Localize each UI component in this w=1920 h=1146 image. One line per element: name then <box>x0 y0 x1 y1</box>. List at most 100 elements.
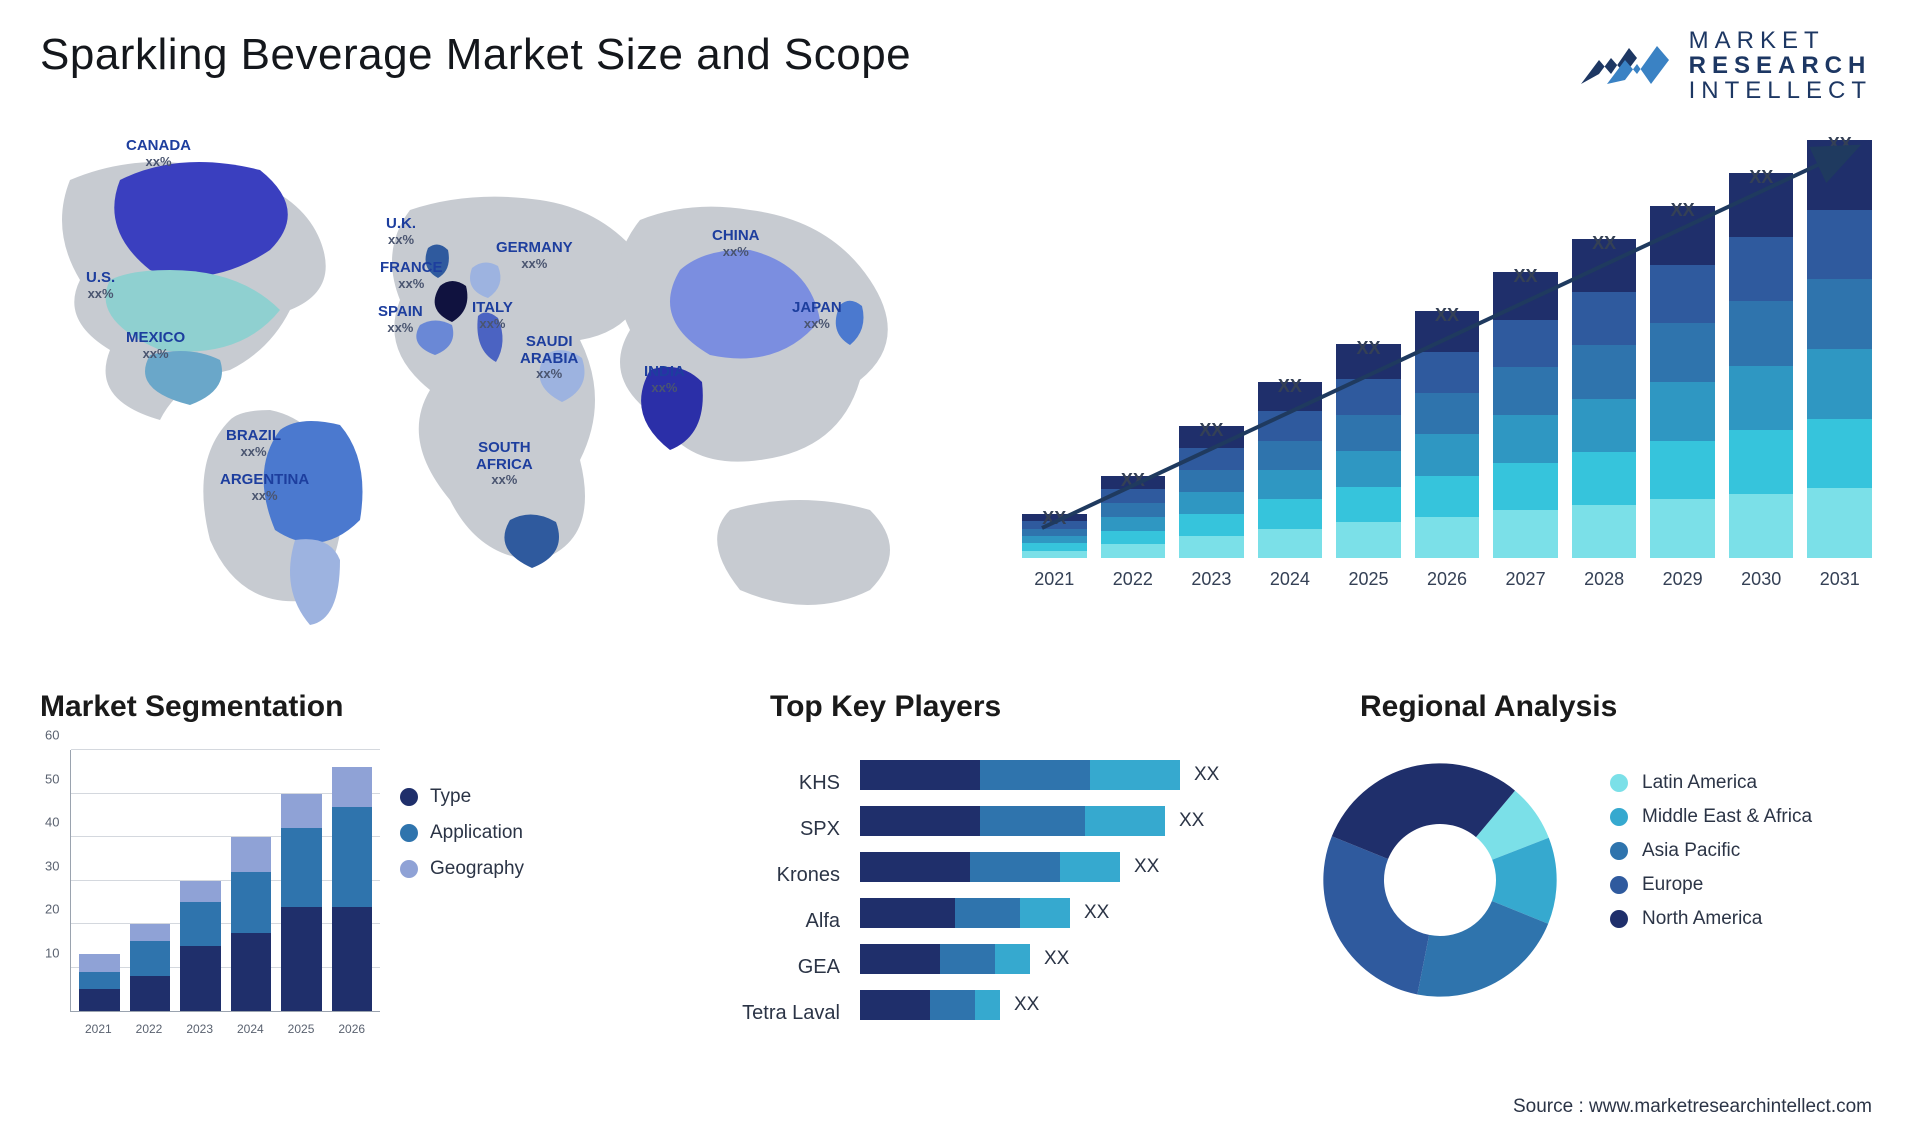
segchart-column <box>332 767 373 1011</box>
kp-name: SPX <box>710 806 840 852</box>
bar-column <box>1807 140 1872 558</box>
kp-value: XX <box>1134 856 1159 878</box>
kp-row: XX <box>860 898 1240 928</box>
kp-row: XX <box>860 944 1240 974</box>
map-label: BRAZILxx% <box>226 428 281 459</box>
map-label: SPAINxx% <box>378 304 423 335</box>
segchart-ytick: 60 <box>45 728 59 743</box>
bar-column <box>1415 311 1480 559</box>
segchart-plot: 102030405060 <box>70 750 380 1012</box>
bar-column <box>1493 272 1558 558</box>
bigchart-year-label: 2030 <box>1729 569 1794 590</box>
segchart-column <box>79 954 120 1011</box>
bar-column <box>1336 344 1401 559</box>
map-label: JAPANxx% <box>792 300 842 331</box>
map-label: MEXICOxx% <box>126 330 185 361</box>
segchart-xlabels: 202120222023202420252026 <box>78 1022 372 1036</box>
kp-value: XX <box>1194 764 1219 786</box>
brand-logo: MARKET RESEARCH INTELLECT <box>1577 28 1872 104</box>
market-size-chart: XXXXXXXXXXXXXXXXXXXXXX 2021 2022 2023 2024 2… <box>1022 140 1872 590</box>
map-label: CANADAxx% <box>126 138 191 169</box>
bigchart-year-label: 2031 <box>1807 569 1872 590</box>
segmentation-chart: 102030405060 202120222023202420252026 <box>40 740 380 1040</box>
bigchart-year-label: 2028 <box>1572 569 1637 590</box>
map-label: CHINAxx% <box>712 228 760 259</box>
keyplayers-title: Top Key Players <box>770 690 1001 724</box>
bar-column <box>1650 206 1715 558</box>
map-label: GERMANYxx% <box>496 240 573 271</box>
world-map-svg <box>40 120 940 640</box>
bar-column <box>1729 173 1794 558</box>
regional-legend-item: Middle East & Africa <box>1610 806 1812 828</box>
bar-column <box>1179 426 1244 558</box>
bigchart-year-label: 2023 <box>1179 569 1244 590</box>
kp-value: XX <box>1179 810 1204 832</box>
logo-text: MARKET RESEARCH INTELLECT <box>1689 28 1872 104</box>
segchart-ytick: 20 <box>45 902 59 917</box>
segchart-year-label: 2023 <box>179 1022 220 1036</box>
kp-name: GEA <box>710 944 840 990</box>
map-label: U.K.xx% <box>386 216 416 247</box>
regional-legend: Latin America Middle East & Africa Asia Pa… <box>1610 760 1812 942</box>
logo-line3: INTELLECT <box>1689 77 1872 104</box>
bigchart-xlabels: 2021202220232024202520262027202820292030… <box>1022 569 1872 590</box>
map-label: ARGENTINAxx% <box>220 472 309 503</box>
segchart-column <box>180 881 221 1012</box>
bigchart-bars: XXXXXXXXXXXXXXXXXXXXXX <box>1022 140 1872 558</box>
donut-slice <box>1323 836 1429 994</box>
map-label: SAUDIARABIAxx% <box>520 334 578 381</box>
regional-legend-item: Europe <box>1610 874 1812 896</box>
seg-legend-item: Geography <box>400 858 524 880</box>
kp-row: XX <box>860 806 1240 836</box>
segmentation-title: Market Segmentation <box>40 690 343 724</box>
bigchart-year-label: 2025 <box>1336 569 1401 590</box>
bigchart-year-label: 2022 <box>1101 569 1166 590</box>
seg-legend-item: Application <box>400 822 524 844</box>
segchart-ytick: 30 <box>45 858 59 873</box>
segchart-year-label: 2021 <box>78 1022 119 1036</box>
bigchart-year-label: 2026 <box>1415 569 1480 590</box>
world-map: CANADAxx% U.S.xx% MEXICOxx% BRAZILxx% ARGENT… <box>40 120 940 640</box>
bigchart-year-label: 2024 <box>1258 569 1323 590</box>
segchart-year-label: 2025 <box>281 1022 322 1036</box>
map-label: FRANCExx% <box>380 260 443 291</box>
seg-legend-item: Type <box>400 786 524 808</box>
regional-legend-item: North America <box>1610 908 1812 930</box>
segchart-ytick: 10 <box>45 945 59 960</box>
regional-legend-item: Latin America <box>1610 772 1812 794</box>
segchart-column <box>231 837 272 1011</box>
regional-title: Regional Analysis <box>1360 690 1617 724</box>
logo-mark-icon <box>1577 34 1673 98</box>
kp-name: Krones <box>710 852 840 898</box>
kp-value: XX <box>1014 994 1039 1016</box>
source-attribution: Source : www.marketresearchintellect.com <box>1513 1096 1872 1118</box>
map-label: U.S.xx% <box>86 270 115 301</box>
map-label: ITALYxx% <box>472 300 513 331</box>
bigchart-year-label: 2021 <box>1022 569 1087 590</box>
regional-donut <box>1300 740 1580 1020</box>
map-label: INDIAxx% <box>644 364 685 395</box>
kp-value: XX <box>1044 948 1069 970</box>
kp-name: Alfa <box>710 898 840 944</box>
kp-row: XX <box>860 990 1240 1020</box>
segchart-column <box>130 924 171 1011</box>
kp-row: XX <box>860 852 1240 882</box>
bigchart-year-label: 2029 <box>1650 569 1715 590</box>
kp-row: XX <box>860 760 1240 790</box>
logo-line2: RESEARCH <box>1689 52 1872 79</box>
bar-column <box>1258 382 1323 558</box>
segchart-year-label: 2022 <box>129 1022 170 1036</box>
segmentation-legend: Type Application Geography <box>400 772 524 894</box>
bar-column <box>1572 239 1637 558</box>
segchart-ytick: 40 <box>45 815 59 830</box>
segchart-ytick: 50 <box>45 771 59 786</box>
map-label: SOUTHAFRICAxx% <box>476 440 533 487</box>
logo-line1: MARKET <box>1689 27 1825 54</box>
kp-name: Tetra Laval <box>710 990 840 1036</box>
keyplayers-labels: KHSSPXKronesAlfaGEATetra Laval <box>710 760 840 1036</box>
regional-legend-item: Asia Pacific <box>1610 840 1812 862</box>
kp-value: XX <box>1084 902 1109 924</box>
segchart-column <box>281 794 322 1012</box>
segchart-year-label: 2024 <box>230 1022 271 1036</box>
page-title: Sparkling Beverage Market Size and Scope <box>40 30 911 80</box>
